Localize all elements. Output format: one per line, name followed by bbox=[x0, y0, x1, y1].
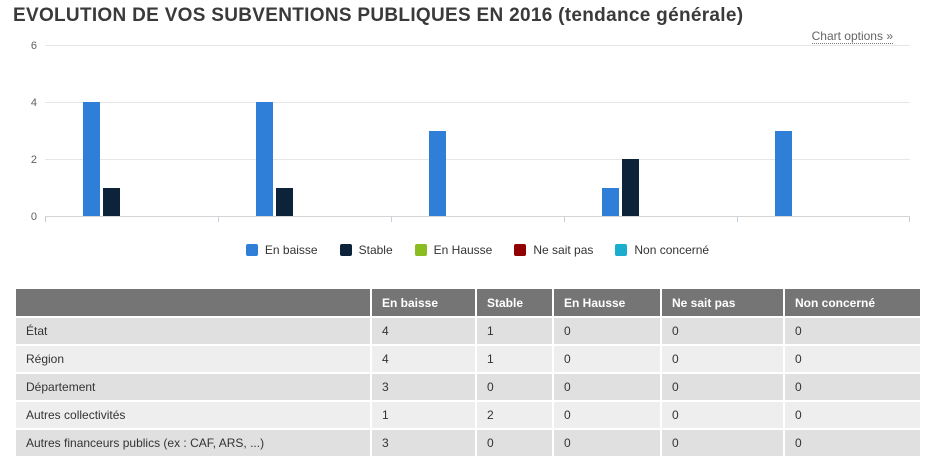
value-cell: 0 bbox=[660, 316, 785, 346]
bar-en-baisse[interactable] bbox=[256, 102, 273, 216]
chart-title: EVOLUTION DE VOS SUBVENTIONS PUBLIQUES E… bbox=[13, 5, 744, 26]
table-body: État 4 1 0 0 0 Région 4 1 0 0 0 Département 3 0 0 0 0 Autr… bbox=[14, 316, 922, 458]
bar-en-baisse[interactable] bbox=[602, 187, 619, 216]
value-cell: 0 bbox=[783, 372, 922, 402]
value-cell: 0 bbox=[552, 372, 662, 402]
table-row: Autres financeurs publics (ex : CAF, ARS… bbox=[14, 428, 922, 458]
table-row: Autres collectivités 1 2 0 0 0 bbox=[14, 400, 922, 430]
row-label-cell: Autres collectivités bbox=[14, 400, 372, 430]
value-cell: 0 bbox=[475, 428, 554, 458]
y-axis-label: 0 bbox=[30, 211, 37, 223]
x-axis-tick bbox=[45, 217, 46, 222]
bar-en-baisse[interactable] bbox=[775, 130, 792, 216]
table-header: En baisse Stable En Hausse Ne sait pas Non c… bbox=[14, 287, 922, 318]
legend-label: Ne sait pas bbox=[533, 243, 594, 257]
table-header-cell: En baisse bbox=[370, 287, 477, 318]
value-cell: 3 bbox=[370, 428, 477, 458]
bar-stable[interactable] bbox=[622, 159, 639, 216]
value-cell: 0 bbox=[783, 344, 922, 374]
row-label-cell: Autres financeurs publics (ex : CAF, ARS… bbox=[14, 428, 372, 458]
value-cell: 0 bbox=[552, 316, 662, 346]
legend-swatch-icon bbox=[245, 244, 258, 256]
value-cell: 3 bbox=[370, 372, 477, 402]
table-header-cell: Stable bbox=[475, 287, 554, 318]
results-table: En baisse Stable En Hausse Ne sait pas Non c… bbox=[14, 287, 922, 458]
y-axis-label: 2 bbox=[30, 154, 37, 166]
value-cell: 0 bbox=[783, 400, 922, 430]
legend-item-en-baisse[interactable]: En baisse bbox=[245, 243, 318, 257]
value-cell: 0 bbox=[660, 344, 785, 374]
legend-label: En Hausse bbox=[433, 243, 493, 257]
value-cell: 4 bbox=[370, 316, 477, 346]
gridline bbox=[45, 102, 910, 103]
table-header-cell: Non concerné bbox=[783, 287, 922, 318]
row-label-cell: Département bbox=[14, 372, 372, 402]
value-cell: 0 bbox=[552, 428, 662, 458]
legend-item-stable[interactable]: Stable bbox=[339, 243, 393, 257]
gridline bbox=[45, 159, 910, 160]
chart-legend: En baisse Stable En Hausse Ne sait pas Non c… bbox=[45, 243, 910, 257]
row-label-cell: Région bbox=[14, 344, 372, 374]
x-axis-tick bbox=[909, 217, 910, 222]
x-axis-tick bbox=[737, 217, 738, 222]
x-axis-tick bbox=[564, 217, 565, 222]
table-header-cell: Ne sait pas bbox=[660, 287, 785, 318]
legend-swatch-icon bbox=[514, 244, 527, 256]
legend-swatch-icon bbox=[339, 244, 352, 256]
value-cell: 0 bbox=[552, 400, 662, 430]
legend-label: Stable bbox=[358, 243, 393, 257]
legend-swatch-icon bbox=[615, 244, 628, 256]
bar-stable[interactable] bbox=[103, 187, 120, 216]
bar-stable[interactable] bbox=[276, 187, 293, 216]
table-row: Département 3 0 0 0 0 bbox=[14, 372, 922, 402]
legend-item-ne-sait-pas[interactable]: Ne sait pas bbox=[514, 243, 593, 257]
value-cell: 0 bbox=[660, 428, 785, 458]
bar-en-baisse[interactable] bbox=[429, 130, 446, 216]
table-row: Région 4 1 0 0 0 bbox=[14, 344, 922, 374]
legend-item-en-hausse[interactable]: En Hausse bbox=[414, 243, 493, 257]
value-cell: 0 bbox=[783, 428, 922, 458]
chart-options-link[interactable]: Chart options » bbox=[811, 29, 893, 44]
table-row: État 4 1 0 0 0 bbox=[14, 316, 922, 346]
value-cell: 4 bbox=[370, 344, 477, 374]
value-cell: 1 bbox=[475, 344, 554, 374]
bar-en-baisse[interactable] bbox=[83, 102, 100, 216]
value-cell: 1 bbox=[475, 316, 554, 346]
y-axis-label: 6 bbox=[30, 40, 37, 52]
value-cell: 0 bbox=[552, 344, 662, 374]
table-header-cell bbox=[14, 287, 372, 318]
legend-swatch-icon bbox=[414, 244, 427, 256]
row-label-cell: État bbox=[14, 316, 372, 346]
table-header-cell: En Hausse bbox=[552, 287, 662, 318]
x-axis-tick bbox=[391, 217, 392, 222]
x-axis-tick bbox=[218, 217, 219, 222]
value-cell: 1 bbox=[370, 400, 477, 430]
bar-chart-plot-area: 0 2 4 6 bbox=[31, 41, 910, 223]
y-axis-label: 4 bbox=[30, 97, 37, 109]
legend-item-non-concerné[interactable]: Non concerné bbox=[615, 243, 709, 257]
value-cell: 0 bbox=[783, 316, 922, 346]
value-cell: 2 bbox=[475, 400, 554, 430]
legend-label: En baisse bbox=[264, 243, 318, 257]
legend-label: Non concerné bbox=[634, 243, 710, 257]
value-cell: 0 bbox=[660, 372, 785, 402]
value-cell: 0 bbox=[475, 372, 554, 402]
value-cell: 0 bbox=[660, 400, 785, 430]
gridline bbox=[45, 45, 910, 46]
table-header-row: En baisse Stable En Hausse Ne sait pas Non c… bbox=[14, 287, 922, 318]
